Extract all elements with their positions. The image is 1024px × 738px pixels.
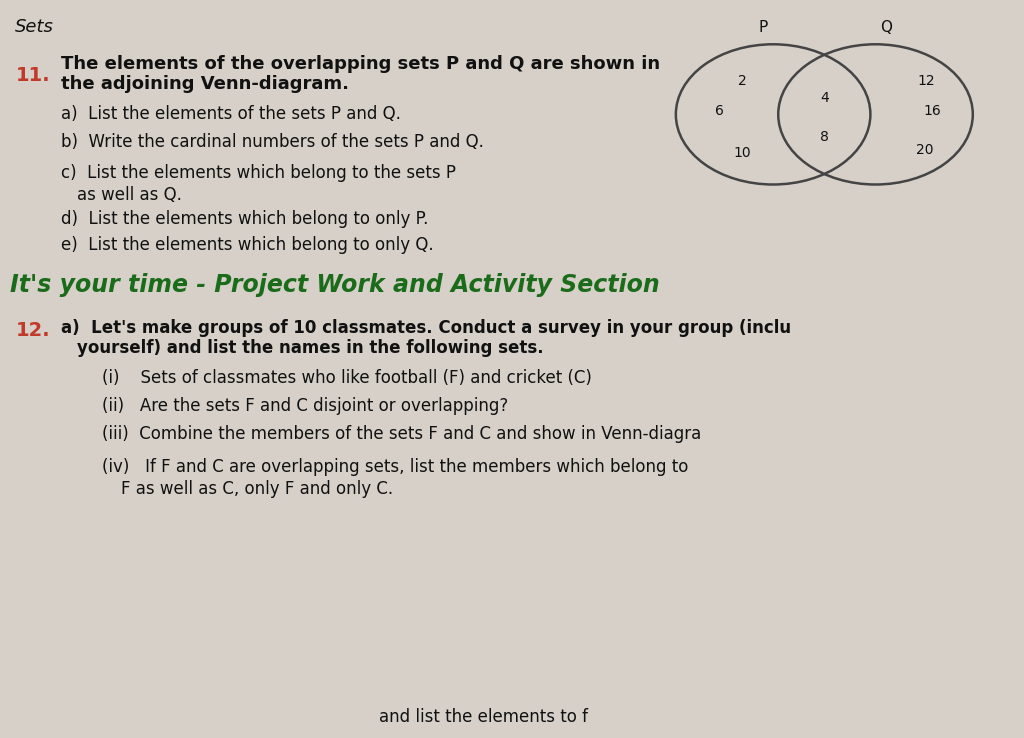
Text: 4: 4 (820, 92, 828, 105)
Text: e)  List the elements which belong to only Q.: e) List the elements which belong to onl… (61, 236, 434, 254)
Text: 16: 16 (923, 104, 941, 117)
Text: and list the elements to f: and list the elements to f (379, 708, 588, 726)
Text: 8: 8 (820, 130, 828, 143)
Text: It's your time - Project Work and Activity Section: It's your time - Project Work and Activi… (10, 273, 660, 297)
Text: yourself) and list the names in the following sets.: yourself) and list the names in the foll… (77, 339, 544, 357)
Text: 6: 6 (716, 104, 724, 117)
Text: 12.: 12. (15, 321, 50, 340)
Text: 11.: 11. (15, 66, 50, 86)
Text: d)  List the elements which belong to only P.: d) List the elements which belong to onl… (61, 210, 429, 228)
Text: 12: 12 (918, 75, 936, 88)
Text: Sets: Sets (15, 18, 54, 36)
Text: 10: 10 (733, 146, 752, 159)
Text: 20: 20 (915, 143, 934, 156)
Text: a)  List the elements of the sets P and Q.: a) List the elements of the sets P and Q… (61, 105, 401, 123)
Text: The elements of the overlapping sets P and Q are shown in: The elements of the overlapping sets P a… (61, 55, 660, 73)
Text: 2: 2 (738, 75, 746, 88)
Text: a)  Let's make groups of 10 classmates. Conduct a survey in your group (inclu: a) Let's make groups of 10 classmates. C… (61, 319, 792, 337)
Text: P: P (758, 21, 768, 35)
Text: F as well as C, only F and only C.: F as well as C, only F and only C. (121, 480, 393, 497)
Text: (iv)   If F and C are overlapping sets, list the members which belong to: (iv) If F and C are overlapping sets, li… (102, 458, 689, 475)
Text: (iii)  Combine the members of the sets F and C and show in Venn-diagra: (iii) Combine the members of the sets F … (102, 425, 701, 443)
Text: (i)    Sets of classmates who like football (F) and cricket (C): (i) Sets of classmates who like football… (102, 369, 592, 387)
Text: b)  Write the cardinal numbers of the sets P and Q.: b) Write the cardinal numbers of the set… (61, 133, 484, 151)
Text: Q: Q (880, 21, 892, 35)
Text: (ii)   Are the sets F and C disjoint or overlapping?: (ii) Are the sets F and C disjoint or ov… (102, 397, 509, 415)
Text: as well as Q.: as well as Q. (77, 186, 181, 204)
Text: c)  List the elements which belong to the sets P: c) List the elements which belong to the… (61, 164, 457, 182)
Text: the adjoining Venn-diagram.: the adjoining Venn-diagram. (61, 75, 349, 93)
